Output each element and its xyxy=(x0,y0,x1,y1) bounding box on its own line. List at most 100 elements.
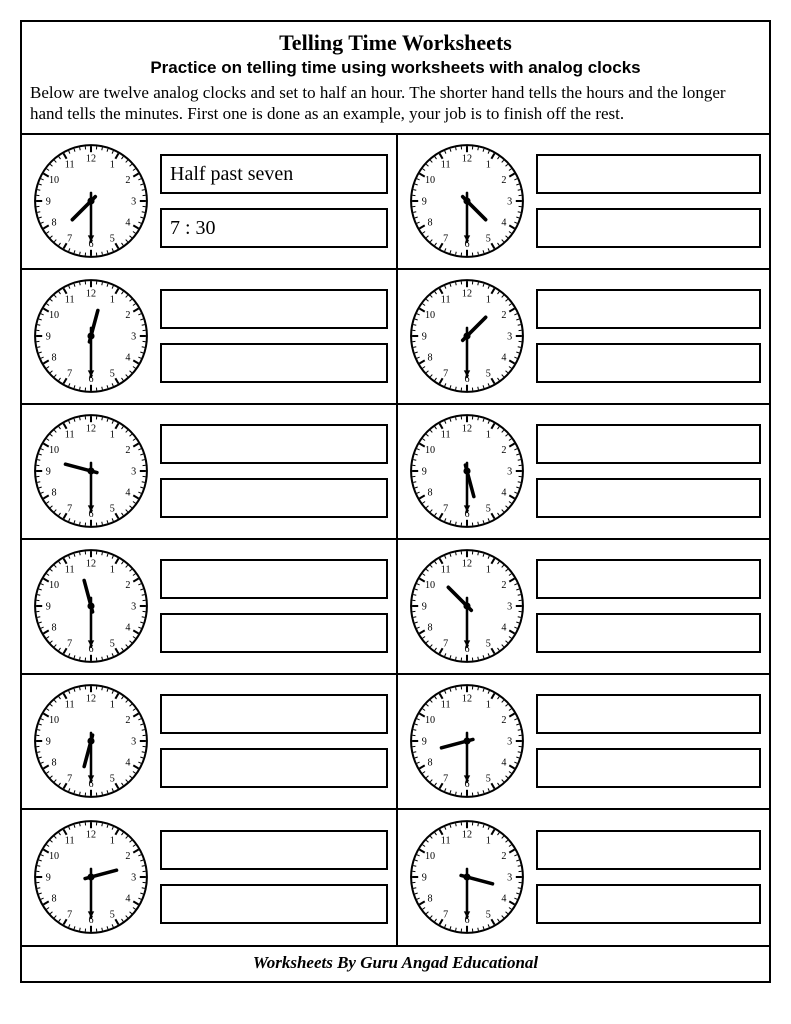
answer-digits-box[interactable] xyxy=(536,613,762,653)
answer-words-box[interactable] xyxy=(536,424,762,464)
svg-text:11: 11 xyxy=(440,564,450,575)
svg-text:9: 9 xyxy=(421,872,426,883)
svg-text:9: 9 xyxy=(46,601,51,612)
answer-words-box[interactable]: Half past seven xyxy=(160,154,388,194)
clock-cell: 123456789101112 xyxy=(396,675,770,810)
worksheet-sheet: Telling Time Worksheets Practice on tell… xyxy=(20,20,771,983)
svg-text:7: 7 xyxy=(443,773,448,784)
svg-text:5: 5 xyxy=(485,638,490,649)
clock-cell: 123456789101112Half past seven7 : 30 xyxy=(22,135,396,270)
clock-cell: 123456789101112 xyxy=(396,135,770,270)
svg-text:1: 1 xyxy=(485,429,490,440)
answer-group: Half past seven 7 : 30 xyxy=(156,154,388,248)
svg-text:1: 1 xyxy=(110,699,115,710)
svg-text:12: 12 xyxy=(461,289,471,300)
svg-text:10: 10 xyxy=(49,715,59,726)
svg-text:10: 10 xyxy=(424,445,434,456)
svg-text:2: 2 xyxy=(501,715,506,726)
answer-words-box[interactable] xyxy=(536,830,762,870)
svg-text:5: 5 xyxy=(110,773,115,784)
svg-text:12: 12 xyxy=(461,694,471,705)
svg-text:4: 4 xyxy=(501,894,506,905)
svg-text:1: 1 xyxy=(485,699,490,710)
answer-group xyxy=(156,289,388,383)
answer-words-box[interactable] xyxy=(160,559,388,599)
svg-text:11: 11 xyxy=(65,564,75,575)
answer-digits-box[interactable] xyxy=(536,343,762,383)
worksheet-subtitle: Practice on telling time using worksheet… xyxy=(30,58,761,78)
analog-clock: 123456789101112 xyxy=(26,545,156,667)
svg-text:9: 9 xyxy=(46,872,51,883)
svg-text:7: 7 xyxy=(443,909,448,920)
answer-words-box[interactable] xyxy=(536,559,762,599)
svg-text:7: 7 xyxy=(443,638,448,649)
answer-words-box[interactable] xyxy=(536,694,762,734)
svg-text:10: 10 xyxy=(424,310,434,321)
svg-text:3: 3 xyxy=(131,736,136,747)
answer-group xyxy=(532,559,762,653)
svg-text:2: 2 xyxy=(125,580,130,591)
answer-digits-box[interactable] xyxy=(536,748,762,788)
answer-words-box[interactable] xyxy=(160,424,388,464)
answer-words-box[interactable] xyxy=(160,289,388,329)
svg-text:5: 5 xyxy=(110,909,115,920)
analog-clock: 123456789101112 xyxy=(402,140,532,262)
answer-group xyxy=(532,289,762,383)
answer-digits-box[interactable]: 7 : 30 xyxy=(160,208,388,248)
answer-digits-box[interactable] xyxy=(536,208,762,248)
answer-words-box[interactable] xyxy=(536,289,762,329)
svg-text:10: 10 xyxy=(49,445,59,456)
svg-text:2: 2 xyxy=(501,175,506,186)
analog-clock: 123456789101112 xyxy=(402,410,532,532)
answer-digits-box[interactable] xyxy=(536,478,762,518)
svg-text:1: 1 xyxy=(485,835,490,846)
svg-text:8: 8 xyxy=(51,218,56,229)
svg-text:2: 2 xyxy=(125,310,130,321)
svg-text:2: 2 xyxy=(125,445,130,456)
svg-text:10: 10 xyxy=(424,175,434,186)
worksheet-header: Telling Time Worksheets Practice on tell… xyxy=(22,22,769,135)
svg-text:5: 5 xyxy=(110,638,115,649)
answer-digits-box[interactable] xyxy=(536,884,762,924)
svg-text:1: 1 xyxy=(485,564,490,575)
answer-digits-box[interactable] xyxy=(160,748,388,788)
svg-text:8: 8 xyxy=(427,218,432,229)
svg-text:1: 1 xyxy=(110,564,115,575)
analog-clock: 123456789101112 xyxy=(402,680,532,802)
svg-text:7: 7 xyxy=(443,233,448,244)
answer-digits-box[interactable] xyxy=(160,478,388,518)
answer-group xyxy=(156,559,388,653)
svg-text:3: 3 xyxy=(131,601,136,612)
answer-digits-box[interactable] xyxy=(160,613,388,653)
svg-text:5: 5 xyxy=(110,233,115,244)
answer-digits-box[interactable] xyxy=(160,884,388,924)
svg-text:1: 1 xyxy=(110,294,115,305)
analog-clock: 123456789101112 xyxy=(26,275,156,397)
svg-text:4: 4 xyxy=(501,758,506,769)
svg-text:11: 11 xyxy=(440,159,450,170)
svg-text:4: 4 xyxy=(501,623,506,634)
svg-text:12: 12 xyxy=(461,424,471,435)
svg-text:10: 10 xyxy=(49,580,59,591)
answer-words-box[interactable] xyxy=(536,154,762,194)
svg-text:11: 11 xyxy=(65,835,75,846)
svg-text:9: 9 xyxy=(421,331,426,342)
clock-cell: 123456789101112 xyxy=(396,810,770,945)
svg-text:4: 4 xyxy=(125,623,130,634)
svg-text:11: 11 xyxy=(65,294,75,305)
svg-text:4: 4 xyxy=(125,894,130,905)
svg-text:12: 12 xyxy=(86,154,96,165)
svg-text:11: 11 xyxy=(440,835,450,846)
answer-group xyxy=(532,830,762,924)
svg-text:5: 5 xyxy=(485,773,490,784)
svg-text:8: 8 xyxy=(427,758,432,769)
svg-text:3: 3 xyxy=(507,736,512,747)
answer-digits-box[interactable] xyxy=(160,343,388,383)
svg-text:1: 1 xyxy=(485,159,490,170)
analog-clock: 123456789101112 xyxy=(26,680,156,802)
svg-text:10: 10 xyxy=(49,851,59,862)
svg-text:7: 7 xyxy=(67,909,72,920)
answer-words-box[interactable] xyxy=(160,830,388,870)
svg-text:11: 11 xyxy=(65,699,75,710)
answer-words-box[interactable] xyxy=(160,694,388,734)
